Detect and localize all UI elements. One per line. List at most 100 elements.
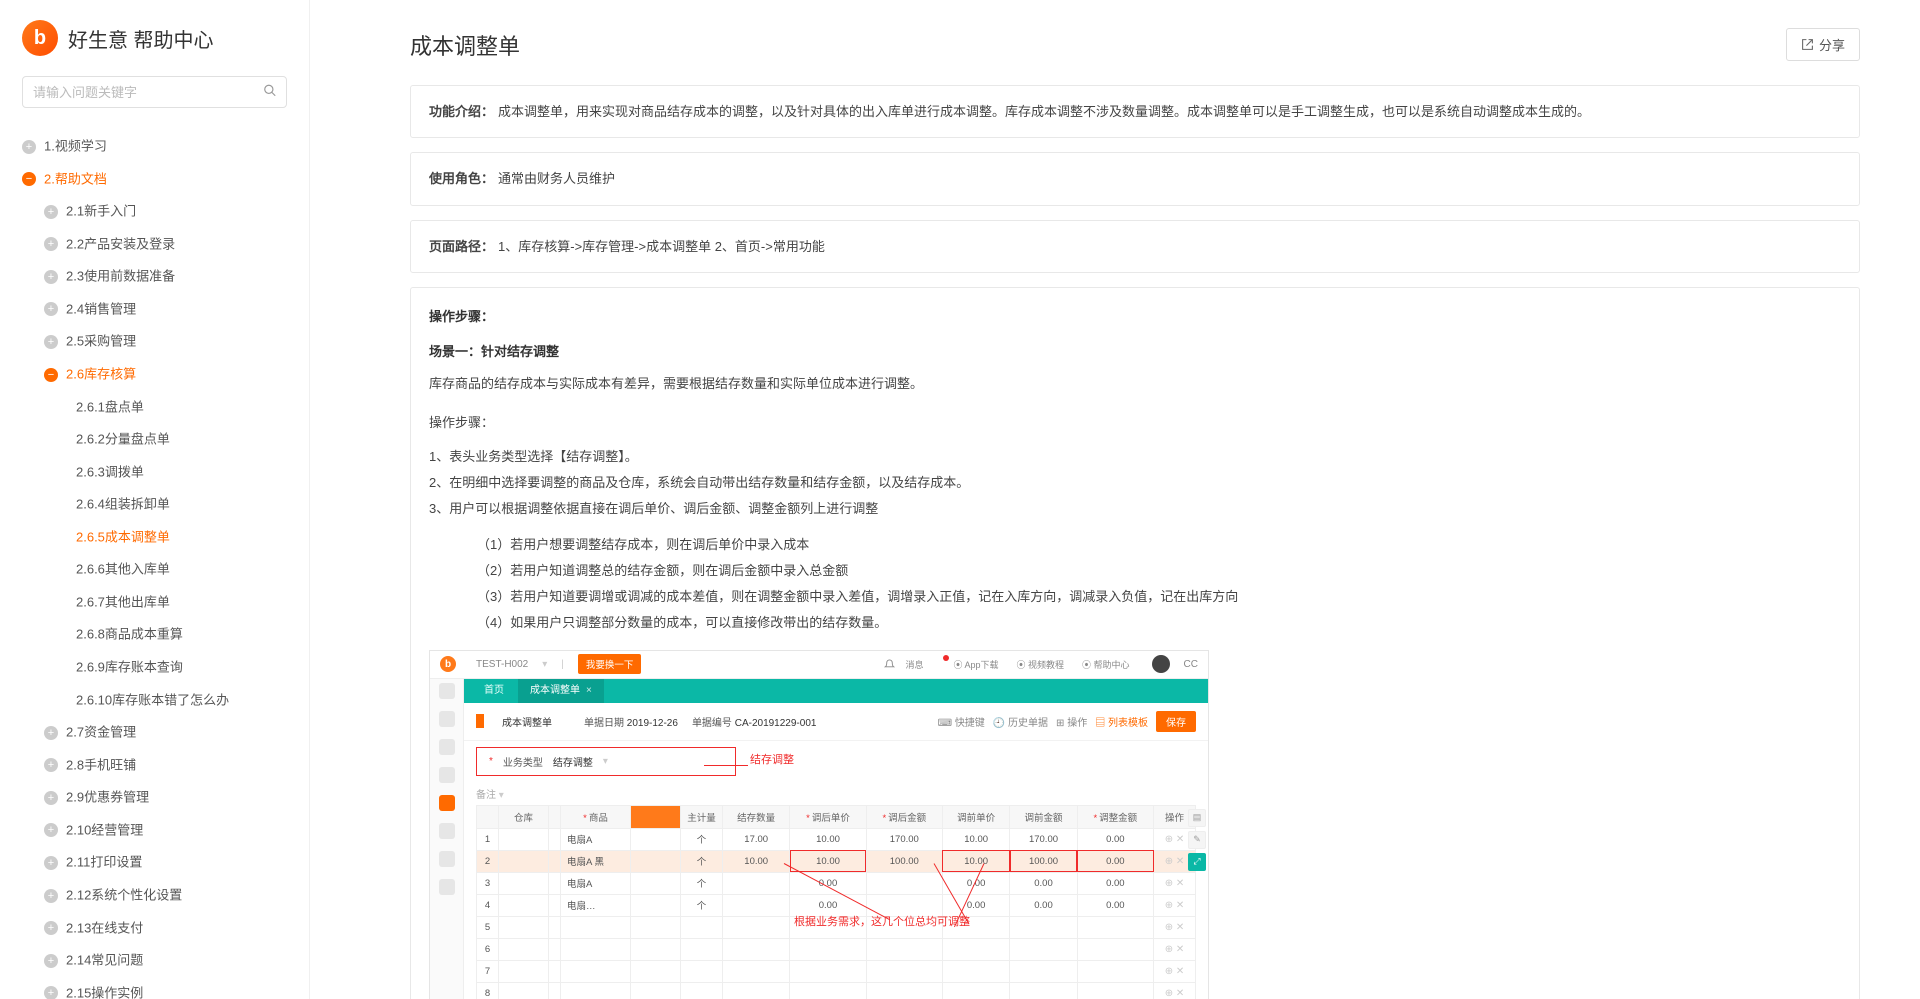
nav-label: 2.15操作实例	[66, 985, 143, 999]
nav-sub-item[interactable]: 2.6.4组装拆卸单	[22, 488, 287, 521]
nav-label: 2.6库存核算	[66, 367, 136, 382]
shot-rail-item[interactable]	[439, 739, 455, 755]
shot-switch-button[interactable]: 我要换一下	[578, 654, 642, 674]
nav-sub-item[interactable]: 2.6.9库存账本查询	[22, 651, 287, 684]
shot-td	[549, 916, 561, 938]
content-section: 操作步骤： 场景一：针对结存调整 库存商品的结存成本与实际成本有差异，需要根据结…	[410, 287, 1860, 999]
nav-item[interactable]: 2.12系统个性化设置	[22, 879, 287, 912]
scene1-desc: 库存商品的结存成本与实际成本有差异，需要根据结存数量和实际单位成本进行调整。	[429, 372, 1841, 397]
shot-td: 0.00	[1077, 894, 1153, 916]
nav-label: 2.10经营管理	[66, 822, 143, 837]
shot-table-row[interactable]: 2电扇A 黑个10.0010.00100.0010.00100.000.00⊕ …	[477, 850, 1196, 872]
shot-td	[1010, 938, 1077, 960]
shot-td	[549, 850, 561, 872]
search-input[interactable]	[22, 76, 287, 108]
steps-heading: 操作步骤：	[429, 306, 1841, 325]
shot-msg[interactable]: 消息	[884, 658, 939, 671]
shot-td: ⊕ ✕	[1154, 872, 1196, 894]
nav-item[interactable]: 2.9优惠券管理	[22, 781, 287, 814]
nav-label: 1.视频学习	[44, 139, 107, 154]
shot-td: 7	[477, 960, 499, 982]
shot-rail-item[interactable]	[439, 683, 455, 699]
shot-th	[631, 805, 681, 828]
intro-text: 成本调整单，用来实现对商品结存成本的调整，以及针对具体的出入库单进行成本调整。库…	[498, 104, 1590, 119]
shot-top-link[interactable]: ⦿ App下载	[953, 658, 998, 671]
shot-td	[866, 938, 942, 960]
share-button[interactable]: 分享	[1786, 28, 1860, 61]
nav-label: 2.6.6其他入库单	[76, 562, 170, 577]
shot-td	[681, 960, 723, 982]
nav-item[interactable]: 2.11打印设置	[22, 846, 287, 879]
expand-icon	[44, 302, 58, 316]
shot-rail-item-active[interactable]	[439, 795, 455, 811]
nav-sub-item[interactable]: 2.6.8商品成本重算	[22, 618, 287, 651]
nav-sub-item[interactable]: 2.6.1盘点单	[22, 391, 287, 424]
expand-icon	[44, 726, 58, 740]
nav-item[interactable]: 2.14常见问题	[22, 944, 287, 977]
shot-td	[561, 938, 631, 960]
nav-label: 2.6.1盘点单	[76, 399, 144, 414]
shot-type-row: * 业务类型 结存调整 ▾	[476, 747, 736, 776]
shot-rail-item[interactable]	[439, 767, 455, 783]
shot-td: ⊕ ✕	[1154, 960, 1196, 982]
shot-top-link[interactable]: ⦿ 视频教程	[1017, 658, 1065, 671]
shot-save-button[interactable]: 保存	[1156, 711, 1196, 732]
nav-sub-item[interactable]: 2.6.6其他入库单	[22, 553, 287, 586]
shot-td: 10.00	[942, 828, 1009, 850]
shot-table-row[interactable]: 7 ⊕ ✕	[477, 960, 1196, 982]
search-icon[interactable]	[263, 84, 277, 101]
role-label: 使用角色：	[429, 171, 494, 186]
shot-top-link[interactable]: ⦿ 帮助中心	[1082, 658, 1130, 671]
nav-item[interactable]: 2.10经营管理	[22, 814, 287, 847]
nav-item[interactable]: 1.视频学习	[22, 130, 287, 163]
shot-td	[790, 960, 866, 982]
expand-icon	[44, 791, 58, 805]
shot-table-row[interactable]: 8⊕ ✕	[477, 982, 1196, 999]
shot-avatar-icon[interactable]	[1152, 655, 1170, 673]
shot-td	[561, 982, 631, 999]
shot-side-icon[interactable]: ▤	[1188, 809, 1206, 827]
nav-sub-item[interactable]: 2.6.3调拨单	[22, 456, 287, 489]
nav-label: 2.12系统个性化设置	[66, 888, 182, 903]
shot-rail-item[interactable]	[439, 823, 455, 839]
nav: 1.视频学习2.帮助文档2.1新手入门2.2产品安装及登录2.3使用前数据准备2…	[22, 130, 287, 999]
nav-item[interactable]: 2.2产品安装及登录	[22, 228, 287, 261]
nav-item[interactable]: 2.7资金管理	[22, 716, 287, 749]
nav-item[interactable]: 2.6库存核算	[22, 358, 287, 391]
shot-tab-current[interactable]: 成本调整单×	[518, 679, 604, 703]
nav-item[interactable]: 2.8手机旺铺	[22, 749, 287, 782]
nav-label: 2.7资金管理	[66, 725, 136, 740]
nav-item[interactable]: 2.3使用前数据准备	[22, 260, 287, 293]
intro-label: 功能介绍：	[429, 104, 494, 119]
nav-sub-item[interactable]: 2.6.10库存账本错了怎么办	[22, 684, 287, 717]
nav-item[interactable]: 2.4销售管理	[22, 293, 287, 326]
shot-td: 100.00	[1010, 850, 1077, 872]
shot-type-value[interactable]: 结存调整	[553, 754, 593, 769]
shot-side-icon[interactable]: ✎	[1188, 831, 1206, 849]
shot-rail-item[interactable]	[439, 711, 455, 727]
shot-rail-item[interactable]	[439, 879, 455, 895]
nav-item[interactable]: 2.1新手入门	[22, 195, 287, 228]
shot-left-rail	[430, 679, 464, 999]
sidebar: b 好生意 帮助中心 1.视频学习2.帮助文档2.1新手入门2.2产品安装及登录…	[0, 0, 310, 999]
shot-table-row[interactable]: 6⊕ ✕	[477, 938, 1196, 960]
shot-table-row[interactable]: 1电扇A个17.0010.00170.0010.00170.000.00⊕ ✕	[477, 828, 1196, 850]
shot-td	[942, 960, 1009, 982]
expand-icon	[44, 270, 58, 284]
nav-sub-item[interactable]: 2.6.7其他出库单	[22, 586, 287, 619]
nav-sub-item[interactable]: 2.6.5成本调整单	[22, 521, 287, 554]
shot-rail-item[interactable]	[439, 851, 455, 867]
shot-td	[723, 982, 790, 999]
share-label: 分享	[1819, 35, 1845, 54]
nav-item[interactable]: 2.帮助文档	[22, 163, 287, 196]
page-title: 成本调整单	[410, 29, 520, 61]
nav-label: 2.13在线支付	[66, 920, 143, 935]
nav-item[interactable]: 2.15操作实例	[22, 977, 287, 999]
nav-sub-item[interactable]: 2.6.2分量盘点单	[22, 423, 287, 456]
shot-side-icon[interactable]: ⤢	[1188, 853, 1206, 871]
nav-item[interactable]: 2.13在线支付	[22, 912, 287, 945]
close-icon[interactable]: ×	[586, 685, 592, 696]
shot-tab-home[interactable]: 首页	[472, 679, 516, 703]
shot-td: 5	[477, 916, 499, 938]
nav-item[interactable]: 2.5采购管理	[22, 325, 287, 358]
